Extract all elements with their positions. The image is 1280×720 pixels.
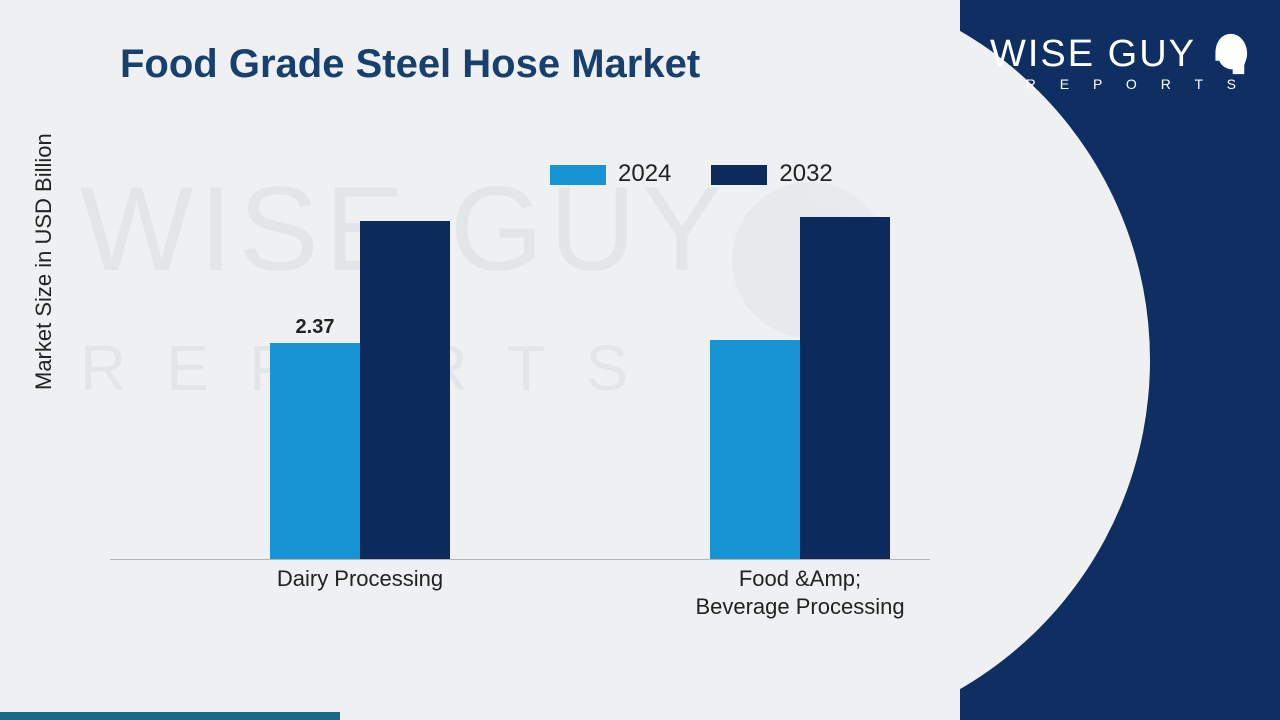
bar-2024	[710, 340, 800, 559]
legend-item-2024: 2024	[550, 160, 671, 188]
legend-swatch-2024	[550, 165, 606, 185]
bar-2032	[360, 221, 450, 559]
bar-group: 2.37Dairy Processing	[270, 221, 450, 559]
plot-area: 2.37Dairy Processing Food &Amp; Beverage …	[110, 195, 930, 560]
legend-label-2024: 2024	[618, 160, 671, 187]
chart-title: Food Grade Steel Hose Market	[120, 42, 700, 87]
bar-value-label: 2.37	[296, 316, 335, 343]
category-label: Food &Amp; Beverage Processing	[690, 559, 910, 620]
legend: 2024 2032	[550, 160, 833, 188]
brand-logo: WISE GUY R E P O R T S	[990, 30, 1250, 92]
brand-head-icon	[1202, 30, 1250, 78]
legend-item-2032: 2032	[711, 160, 832, 188]
brand-text-2: R E P O R T S	[990, 76, 1250, 92]
bar-2024: 2.37	[270, 343, 360, 559]
bar-group: Food &Amp; Beverage Processing	[710, 217, 890, 559]
brand-text-1: WISE GUY	[990, 33, 1196, 76]
legend-label-2032: 2032	[779, 160, 832, 187]
legend-swatch-2032	[711, 165, 767, 185]
y-axis-label: Market Size in USD Billion	[31, 133, 57, 390]
bar-2032	[800, 217, 890, 559]
category-label: Dairy Processing	[250, 559, 470, 593]
accent-bar	[0, 712, 340, 720]
chart-canvas: WISE GUY REPORTS WISE GUY	[0, 0, 1280, 720]
